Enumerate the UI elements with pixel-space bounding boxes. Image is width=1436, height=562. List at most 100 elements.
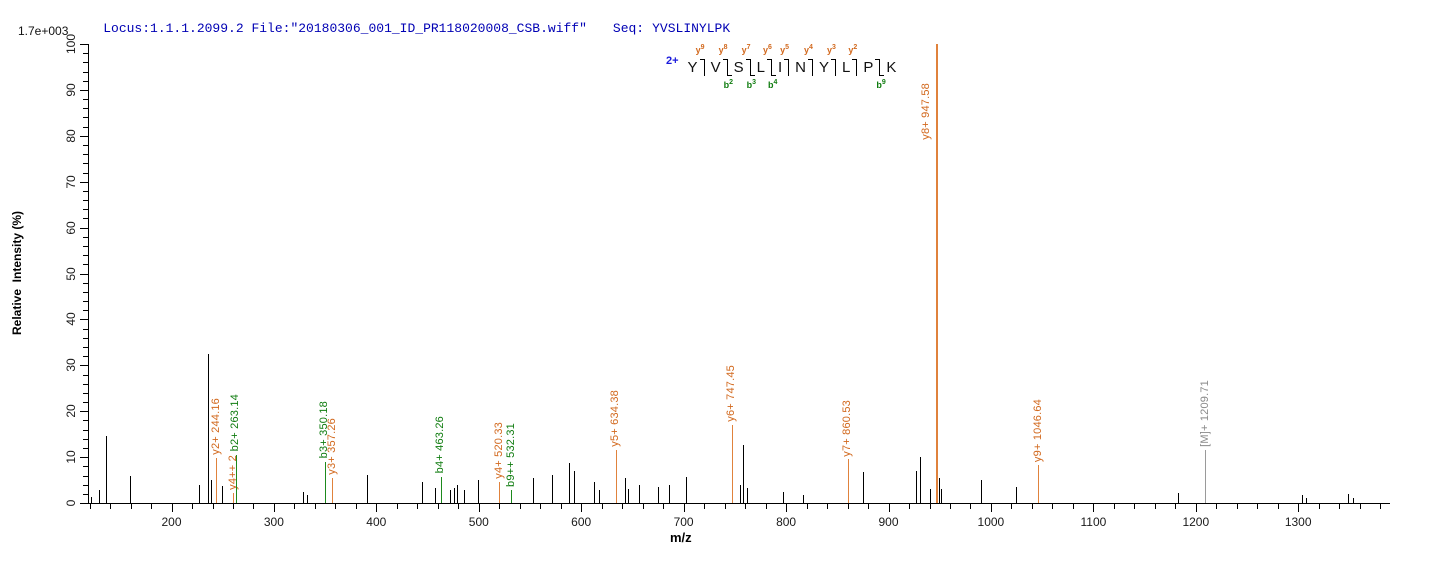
x-tick-minor	[519, 504, 521, 509]
x-tick-minor	[396, 504, 398, 509]
x-tick-minor	[458, 504, 460, 509]
y-tick-minor	[83, 356, 88, 358]
fragment-bracket-top-hook	[722, 59, 728, 60]
y-tick-label: 60	[64, 220, 78, 235]
residue-v: V	[710, 59, 721, 76]
fragment-bracket-top-hook	[830, 59, 836, 60]
x-tick-minor	[1216, 504, 1218, 509]
x-tick-major	[888, 504, 890, 512]
fragment-bracket-bottom-hook	[749, 75, 755, 76]
locus-file-text: Locus:1.1.1.2099.2 File:"20180306_001_ID…	[103, 21, 587, 36]
y-tick-minor	[83, 71, 88, 73]
spectrum-peak	[803, 495, 804, 503]
spectrum-peak	[106, 436, 108, 503]
y-tick-major	[80, 44, 88, 45]
spectrum-peak	[915, 470, 917, 503]
spectrum-peak	[303, 491, 305, 503]
y-tick-minor	[83, 126, 88, 128]
spectrum-peak	[686, 476, 688, 503]
spectrum-peak	[453, 487, 455, 503]
y-tick-minor	[83, 172, 88, 174]
y-tick-label: 100	[64, 33, 78, 55]
y-tick-minor	[83, 200, 88, 202]
y-tick-minor	[83, 420, 88, 422]
x-tick-minor	[745, 504, 747, 509]
fragment-bracket-line	[703, 59, 705, 76]
spectrum-peak-y-ion	[615, 450, 617, 503]
spectrum-peak	[1177, 493, 1179, 503]
peak-label: y6+ 747.45	[725, 365, 738, 422]
x-tick-minor	[827, 504, 828, 509]
y-tick-minor	[83, 218, 88, 220]
x-tick-minor	[540, 504, 542, 509]
x-tick-minor	[909, 504, 910, 509]
spectrum-peak	[639, 485, 641, 503]
spectrum-peak	[366, 475, 368, 503]
x-tick-minor	[868, 504, 869, 509]
x-tick-minor	[355, 504, 357, 509]
x-tick-minor	[192, 504, 193, 509]
peak-label: b9++ 532.31	[504, 423, 517, 488]
x-tick-minor	[950, 504, 951, 509]
x-tick-minor	[724, 504, 726, 509]
spectrum-peak-precursor-ion	[1205, 450, 1207, 503]
fragment-bracket-line	[749, 59, 751, 76]
y-tick-minor	[83, 236, 88, 238]
spectrum-peak	[668, 485, 670, 503]
x-tick-label: 800	[776, 515, 797, 529]
spectrum-peak-b-ion	[324, 461, 326, 503]
y-tick-minor	[83, 163, 88, 165]
y-tick-minor	[83, 99, 88, 101]
y-tick-major	[80, 503, 88, 504]
spectrum-peak-b-ion	[235, 454, 237, 503]
x-tick-minor	[335, 504, 337, 509]
spectrum-peak	[742, 445, 744, 503]
fragmentation-site: y7 b3	[742, 44, 756, 90]
x-tick-major	[1195, 504, 1197, 512]
x-tick-minor	[806, 504, 808, 509]
x-axis-line	[88, 503, 1390, 504]
spectrum-peak-y-ion	[499, 481, 501, 503]
fragment-bracket-bottom-hook	[879, 75, 885, 76]
x-tick-label: 1300	[1284, 515, 1312, 529]
fragment-bracket-bottom-hook	[726, 75, 732, 76]
spectrum-peak	[624, 478, 626, 503]
peak-label: y4++ 2	[226, 455, 239, 490]
y-ion-label: y7	[741, 44, 751, 55]
x-tick-major	[1093, 504, 1095, 512]
spectrum-peak	[456, 485, 458, 503]
seq-label: Seq:	[612, 21, 645, 36]
y-tick-label: 0	[64, 499, 78, 507]
x-tick-minor	[1380, 504, 1382, 509]
residue-s: S	[733, 59, 744, 76]
spectrum-peak	[657, 486, 659, 503]
x-tick-minor	[1031, 504, 1033, 509]
spectrum-peak-b-ion	[440, 476, 442, 503]
y-ion-label: y5	[780, 44, 790, 55]
y-tick-minor	[83, 429, 88, 431]
peak-label: y5+ 634.38	[609, 390, 622, 448]
x-tick-minor	[110, 504, 111, 509]
spectrum-peak-y-ion	[936, 44, 939, 503]
x-tick-minor	[847, 504, 849, 509]
peak-label: y3+ 357.26	[325, 418, 338, 476]
precursor-charge: 2+	[666, 55, 679, 67]
x-tick-minor	[1072, 504, 1074, 509]
x-tick-minor	[499, 504, 501, 509]
x-tick-minor	[1052, 504, 1054, 509]
spectrum-peak	[627, 489, 629, 503]
x-tick-minor	[1339, 504, 1341, 509]
spectrum-peak	[449, 490, 451, 503]
y-tick-label: 20	[64, 404, 78, 418]
y-tick-minor	[83, 374, 88, 376]
x-tick-minor	[663, 504, 665, 509]
y-tick-minor	[83, 328, 88, 330]
x-tick-major	[478, 504, 480, 512]
x-tick-minor	[89, 504, 91, 509]
x-tick-minor	[1175, 504, 1177, 509]
spectrum-peak	[739, 484, 741, 503]
x-tick-minor	[1318, 504, 1320, 509]
y-tick-minor	[83, 301, 88, 302]
x-tick-minor	[253, 504, 255, 509]
x-tick-minor	[212, 504, 214, 509]
